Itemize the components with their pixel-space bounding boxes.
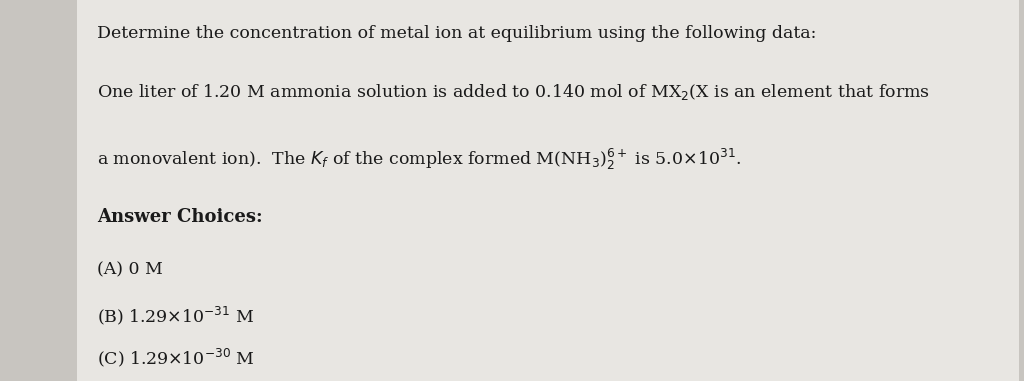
Text: (B) 1.29$\times$10$^{-31}$ M: (B) 1.29$\times$10$^{-31}$ M <box>97 305 255 327</box>
FancyBboxPatch shape <box>77 0 1019 381</box>
Text: (C) 1.29$\times$10$^{-30}$ M: (C) 1.29$\times$10$^{-30}$ M <box>97 347 255 369</box>
Text: Determine the concentration of metal ion at equilibrium using the following data: Determine the concentration of metal ion… <box>97 25 817 42</box>
Text: One liter of 1.20 M ammonia solution is added to 0.140 mol of MX$_2$(X is an ele: One liter of 1.20 M ammonia solution is … <box>97 82 931 102</box>
Text: Answer Choices:: Answer Choices: <box>97 208 263 226</box>
Text: (A) 0 M: (A) 0 M <box>97 261 163 278</box>
Text: a monovalent ion).  The $K_f$ of the complex formed M(NH$_3$)$_2^{6+}$ is 5.0$\t: a monovalent ion). The $K_f$ of the comp… <box>97 147 741 172</box>
